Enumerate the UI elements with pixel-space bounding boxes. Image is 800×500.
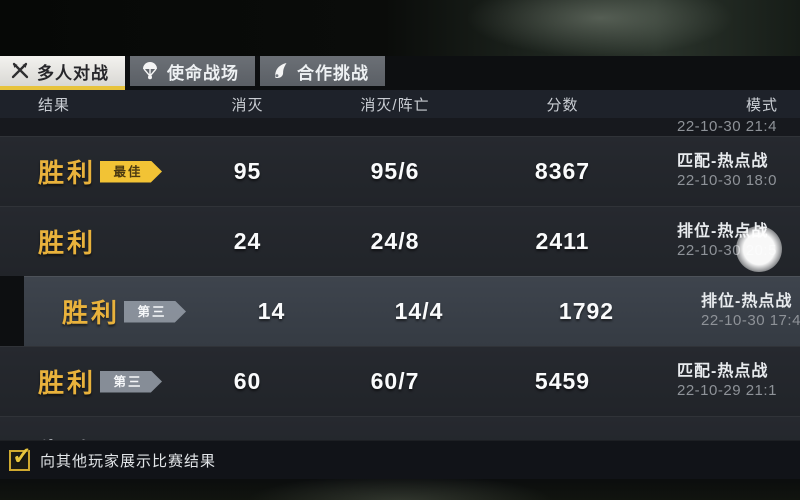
tab-label: 多人对战 — [37, 63, 109, 83]
result-label: 胜利 — [38, 368, 97, 398]
header-mode: 模式 — [745, 96, 778, 114]
kills-deaths-value: 95/6 — [370, 158, 420, 184]
kills-deaths-value: 14/4 — [394, 298, 444, 324]
check-icon: ✓ — [12, 442, 33, 470]
result-label: 胜利 — [38, 228, 97, 258]
show-results-label: 向其他玩家展示比赛结果 — [40, 452, 217, 470]
match-date: 22-10-30 21:4 — [677, 118, 777, 135]
rank-badge: 第三 — [100, 370, 162, 393]
header-kills: 消灭 — [231, 96, 264, 114]
tab-mission[interactable]: 使命战场 — [130, 56, 255, 86]
header-score: 分数 — [546, 96, 579, 114]
mode-label: 排位-热点战 — [701, 293, 793, 311]
tab-multiplayer[interactable]: 多人对战 — [0, 56, 125, 90]
match-date: 22-10-30 17:43 — [701, 312, 800, 330]
result-label: 胜利 — [38, 158, 97, 188]
tab-label: 使命战场 — [167, 63, 239, 83]
rank-badge: 第三 — [124, 300, 186, 323]
kills-value: 95 — [233, 158, 262, 184]
table-row[interactable]: 胜利 第三 60 60/7 5459 匹配-热点战 22-10-29 21:1 — [0, 346, 800, 416]
header-kills-deaths: 消灭/阵亡 — [360, 96, 430, 114]
tab-label: 合作挑战 — [297, 63, 369, 83]
kills-deaths-value: 24/8 — [370, 228, 420, 254]
score-value: 1792 — [558, 298, 615, 324]
kills-deaths-value: 60/7 — [370, 368, 420, 394]
footer-bar: ✓ 向其他玩家展示比赛结果 — [0, 440, 800, 479]
paratrooper-icon — [140, 61, 160, 81]
table-row[interactable]: 胜利 第三 14 14/4 1792 排位-热点战 22-10-30 17:43 — [24, 276, 800, 346]
score-value: 2411 — [535, 228, 590, 254]
result-label: 胜利 — [62, 298, 121, 328]
match-date: 22-10-29 21:1 — [677, 382, 777, 400]
header-result: 结果 — [38, 96, 71, 114]
rank-badge: 最佳 — [100, 160, 162, 183]
match-rows: 胜利 最佳 95 95/6 8367 匹配-热点战 22-10-30 18:0 … — [0, 136, 800, 486]
blurred-scene-background — [0, 0, 800, 56]
match-date: 22-10-30 20:5 — [677, 242, 777, 260]
blade-icon — [270, 61, 290, 81]
mode-label: 排位-热点战 — [677, 223, 769, 241]
show-results-checkbox[interactable]: ✓ — [9, 444, 32, 471]
mode-label: 匹配-热点战 — [677, 363, 769, 381]
table-row[interactable]: 胜利 最佳 95 95/6 8367 匹配-热点战 22-10-30 18:0 — [0, 136, 800, 206]
kills-value: 14 — [257, 298, 286, 324]
blurred-scene-bottom — [0, 478, 800, 500]
kills-value: 60 — [233, 368, 262, 394]
crossed-guns-icon — [10, 61, 30, 81]
table-row[interactable]: 胜利 24 24/8 2411 排位-热点战 22-10-30 20:5 — [0, 206, 800, 276]
table-header: 结果 消灭 消灭/阵亡 分数 模式 — [0, 90, 800, 118]
kills-value: 24 — [233, 228, 262, 254]
scrolled-row-remnant: 22-10-30 21:4 — [0, 118, 800, 136]
match-date: 22-10-30 18:0 — [677, 172, 777, 190]
tab-bar: 多人对战 使命战场 合作挑战 — [0, 56, 385, 90]
mode-label: 匹配-热点战 — [677, 153, 769, 171]
tab-co-op[interactable]: 合作挑战 — [260, 56, 385, 86]
score-value: 5459 — [534, 368, 591, 394]
score-value: 8367 — [534, 158, 591, 184]
